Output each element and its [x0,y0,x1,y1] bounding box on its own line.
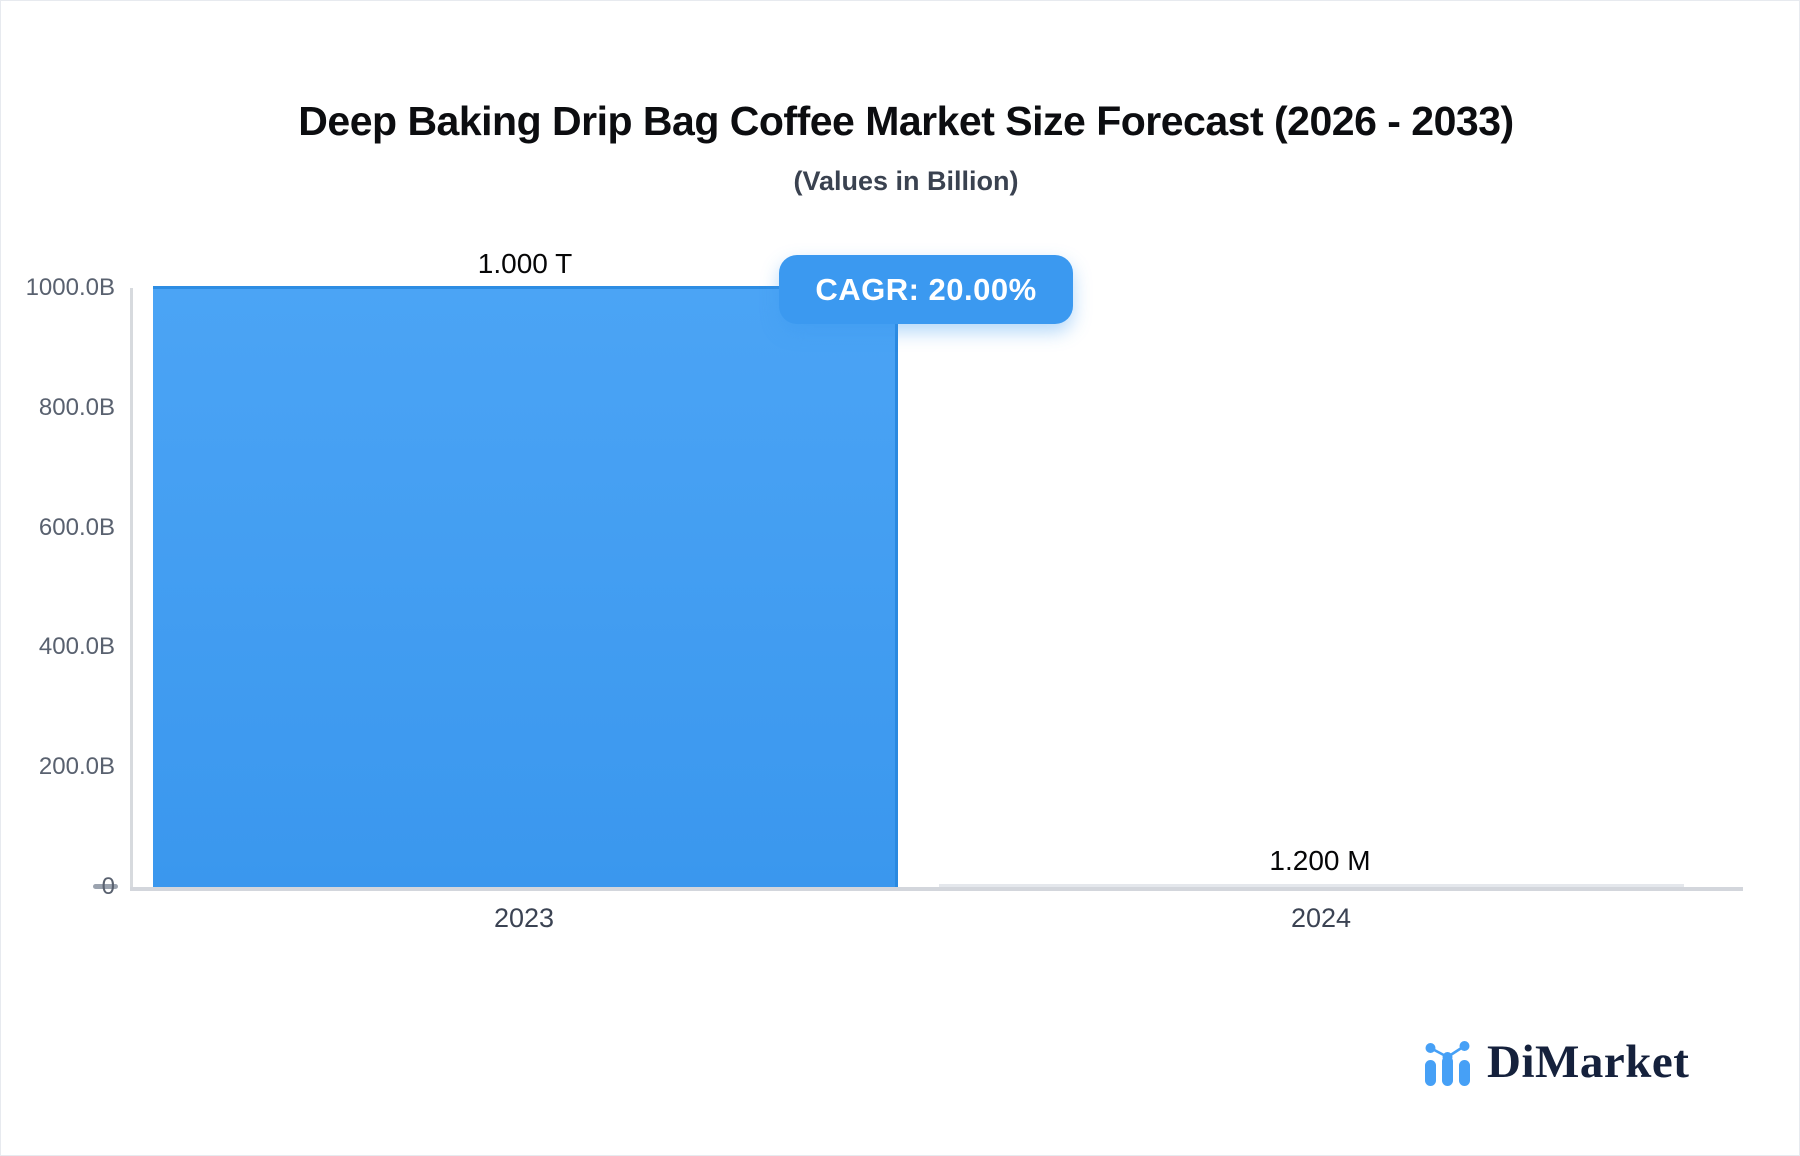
bar-2024[interactable] [939,884,1684,887]
bar-value-label-2024: 1.200 M [1269,845,1371,876]
x-axis-line [130,887,1743,891]
y-tick-label: 0 [101,873,115,900]
y-tick-label: 400.0B [38,633,115,660]
bar-value-label-2023: 1.000 T [477,248,573,279]
brand-name: DiMarket [1487,1036,1690,1088]
y-axis-line [130,288,133,890]
bar-line-chart-icon [1425,1041,1470,1086]
x-tick-label-2024: 2024 [1290,903,1352,933]
brand-logo[interactable]: DiMarket [1422,1031,1689,1093]
y-tick-label: 600.0B [38,514,115,541]
x-tick-label-2023: 2023 [493,903,555,933]
chart-subtitle: (Values in Billion) [793,166,1019,196]
y-tick-label: 800.0B [38,394,115,421]
cagr-badge-label: CAGR: 20.00% [815,271,1037,307]
bar-2023[interactable] [153,286,898,887]
chart-title: Deep Baking Drip Bag Coffee Market Size … [298,98,1514,144]
cagr-badge: CAGR: 20.00% [779,255,1073,324]
zero-tick-mark [93,884,118,889]
y-tick-label: 1000.0B [25,274,115,301]
y-tick-label: 200.0B [38,753,115,780]
